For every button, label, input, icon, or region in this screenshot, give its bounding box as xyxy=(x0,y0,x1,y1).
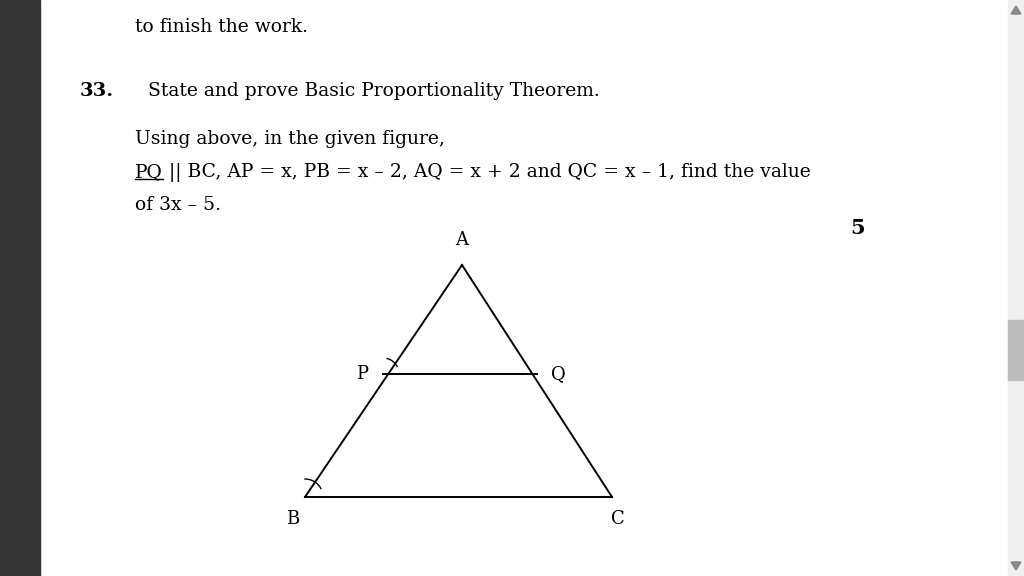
Text: 33.: 33. xyxy=(80,82,114,100)
Bar xyxy=(0,0,40,576)
Text: to finish the work.: to finish the work. xyxy=(135,18,308,36)
Text: B: B xyxy=(287,510,300,528)
Text: 5: 5 xyxy=(850,218,864,238)
Text: Using above, in the given figure,: Using above, in the given figure, xyxy=(135,130,444,148)
Polygon shape xyxy=(1011,6,1021,14)
Text: Q: Q xyxy=(551,365,565,383)
Polygon shape xyxy=(1011,562,1021,570)
Text: C: C xyxy=(611,510,625,528)
Text: PQ: PQ xyxy=(135,163,163,181)
Bar xyxy=(1008,0,1024,576)
Bar xyxy=(1008,320,1024,380)
Text: State and prove Basic Proportionality Theorem.: State and prove Basic Proportionality Th… xyxy=(148,82,600,100)
Text: A: A xyxy=(456,231,469,249)
Text: of 3x – 5.: of 3x – 5. xyxy=(135,196,221,214)
Text: || BC, AP = x, PB = x – 2, AQ = x + 2 and QC = x – 1, find the value: || BC, AP = x, PB = x – 2, AQ = x + 2 an… xyxy=(163,163,811,182)
Text: P: P xyxy=(356,365,368,383)
